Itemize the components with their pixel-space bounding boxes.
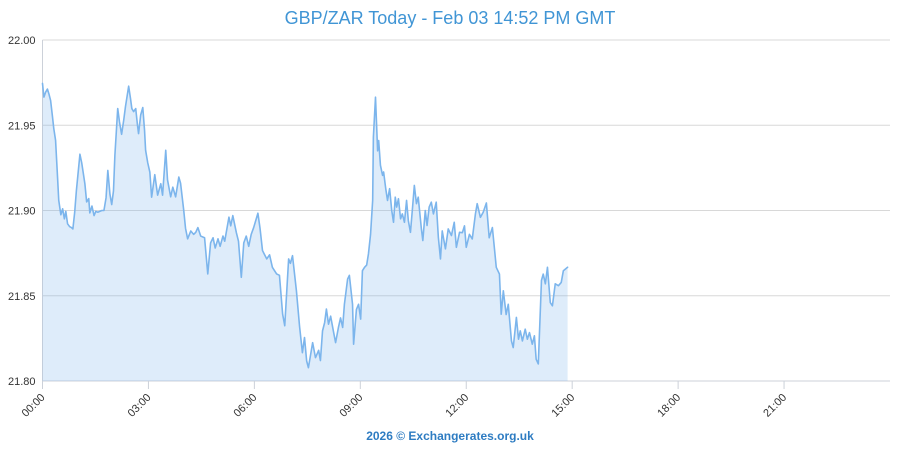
copyright-footer-link[interactable]: 2026 © Exchangerates.org.uk: [366, 429, 534, 443]
x-axis-tick-label: 00:00: [20, 392, 48, 420]
x-axis-tick-label: 15:00: [549, 392, 577, 420]
y-axis-tick-label: 21.85: [8, 291, 36, 303]
x-axis-tick-label: 21:00: [761, 392, 789, 420]
y-axis-tick-label: 21.95: [8, 120, 36, 132]
chart-title: GBP/ZAR Today - Feb 03 14:52 PM GMT: [284, 8, 616, 28]
x-axis-tick-label: 18:00: [655, 392, 683, 420]
x-axis-tick-label: 09:00: [337, 392, 365, 420]
series-area-fill: [42, 83, 568, 381]
series-line: [41, 82, 569, 369]
x-axis-tick-label: 12:00: [443, 392, 471, 420]
plot-area[interactable]: [43, 40, 891, 381]
y-axis-tick-label: 22.00: [8, 35, 36, 47]
x-axis-tick-label: 03:00: [126, 392, 154, 420]
x-axis-tick-label: 06:00: [232, 392, 260, 420]
y-axis-tick-label: 21.80: [8, 376, 36, 388]
y-axis-tick-label: 21.90: [8, 206, 36, 218]
